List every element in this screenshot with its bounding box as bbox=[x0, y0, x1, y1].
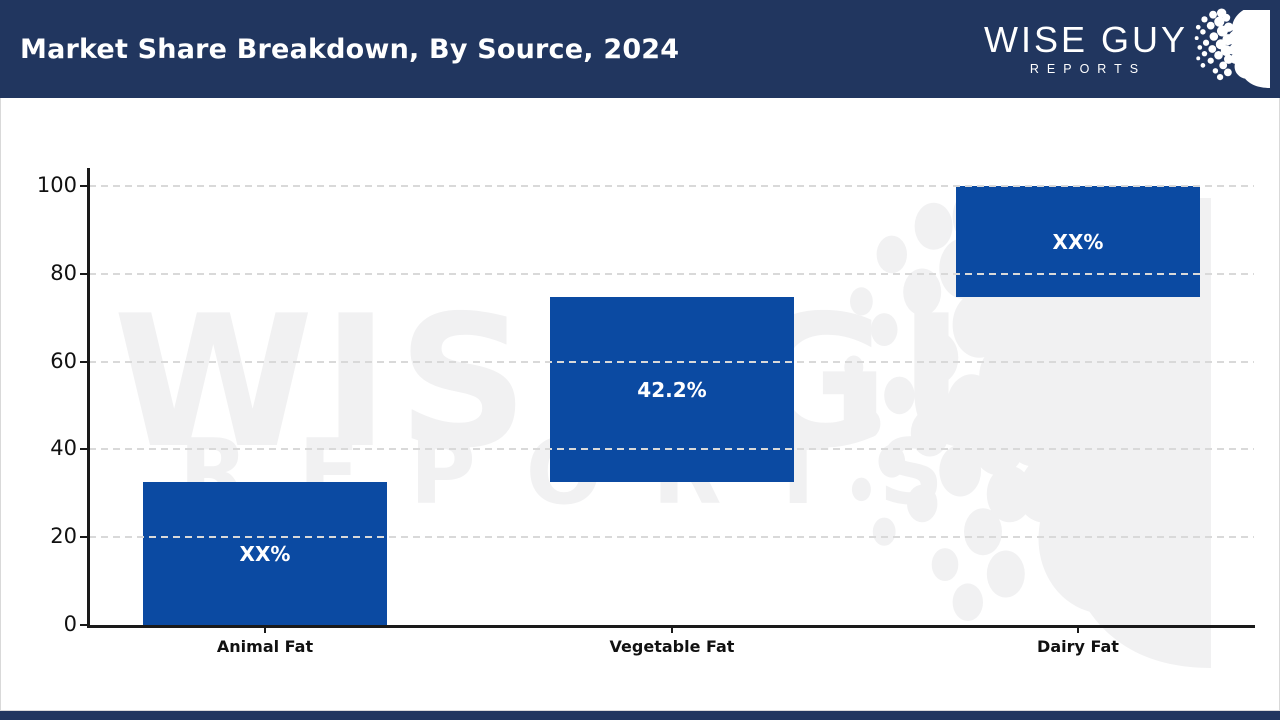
logo-face-icon bbox=[1194, 8, 1270, 88]
y-tick-label: 40 bbox=[50, 436, 77, 461]
y-tick-label: 0 bbox=[63, 612, 77, 636]
y-tick-mark bbox=[80, 536, 87, 539]
y-tick-label: 80 bbox=[50, 260, 77, 285]
y-tick-label: 100 bbox=[36, 173, 77, 197]
x-tick-label: Animal Fat bbox=[216, 637, 314, 656]
x-tick-mark bbox=[264, 627, 266, 633]
y-tick-mark bbox=[80, 360, 87, 363]
footer-bar bbox=[0, 711, 1280, 720]
logo-wordmark: WISE GUY bbox=[983, 19, 1188, 60]
x-tick-mark bbox=[1077, 627, 1079, 633]
y-tick-mark bbox=[80, 272, 87, 275]
brand-logo: WISE GUY REPORTS bbox=[984, 0, 1270, 98]
gridline-100 bbox=[89, 185, 1254, 187]
logo-subtext: REPORTS bbox=[1029, 62, 1147, 76]
bar-value-label: 42.2% bbox=[637, 377, 707, 402]
x-axis-line bbox=[87, 625, 1255, 628]
x-tick-label: Dairy Fat bbox=[1037, 637, 1119, 656]
x-tick-label: Vegetable Fat bbox=[609, 637, 735, 656]
y-tick-mark bbox=[80, 185, 87, 187]
y-tick-mark bbox=[80, 448, 87, 451]
y-tick-label: 60 bbox=[50, 348, 77, 373]
bar-animal-fat: XX% bbox=[143, 482, 387, 625]
y-tick-label: 20 bbox=[50, 524, 77, 549]
gridline-80 bbox=[89, 272, 1254, 275]
chart-area: WISE GUY REPORTS XX%42.2%XX% 02040608010… bbox=[0, 98, 1280, 711]
bar-dairy-fat: XX% bbox=[956, 186, 1200, 298]
gridline-40 bbox=[89, 448, 1254, 451]
bar-value-label: XX% bbox=[1052, 229, 1104, 254]
chart-title: Market Share Breakdown, By Source, 2024 bbox=[20, 33, 680, 65]
y-axis-line bbox=[87, 168, 90, 627]
gridline-60 bbox=[89, 360, 1254, 363]
plot-area: XX% 42.2% XX% bbox=[89, 170, 1254, 625]
bar-vegetable-fat: 42.2% bbox=[550, 297, 794, 483]
header-bar: Market Share Breakdown, By Source, 2024 … bbox=[0, 0, 1280, 98]
y-tick-mark bbox=[80, 624, 87, 626]
bar-value-label: XX% bbox=[239, 541, 291, 566]
x-tick-mark bbox=[671, 627, 673, 633]
gridline-20 bbox=[89, 536, 1254, 539]
